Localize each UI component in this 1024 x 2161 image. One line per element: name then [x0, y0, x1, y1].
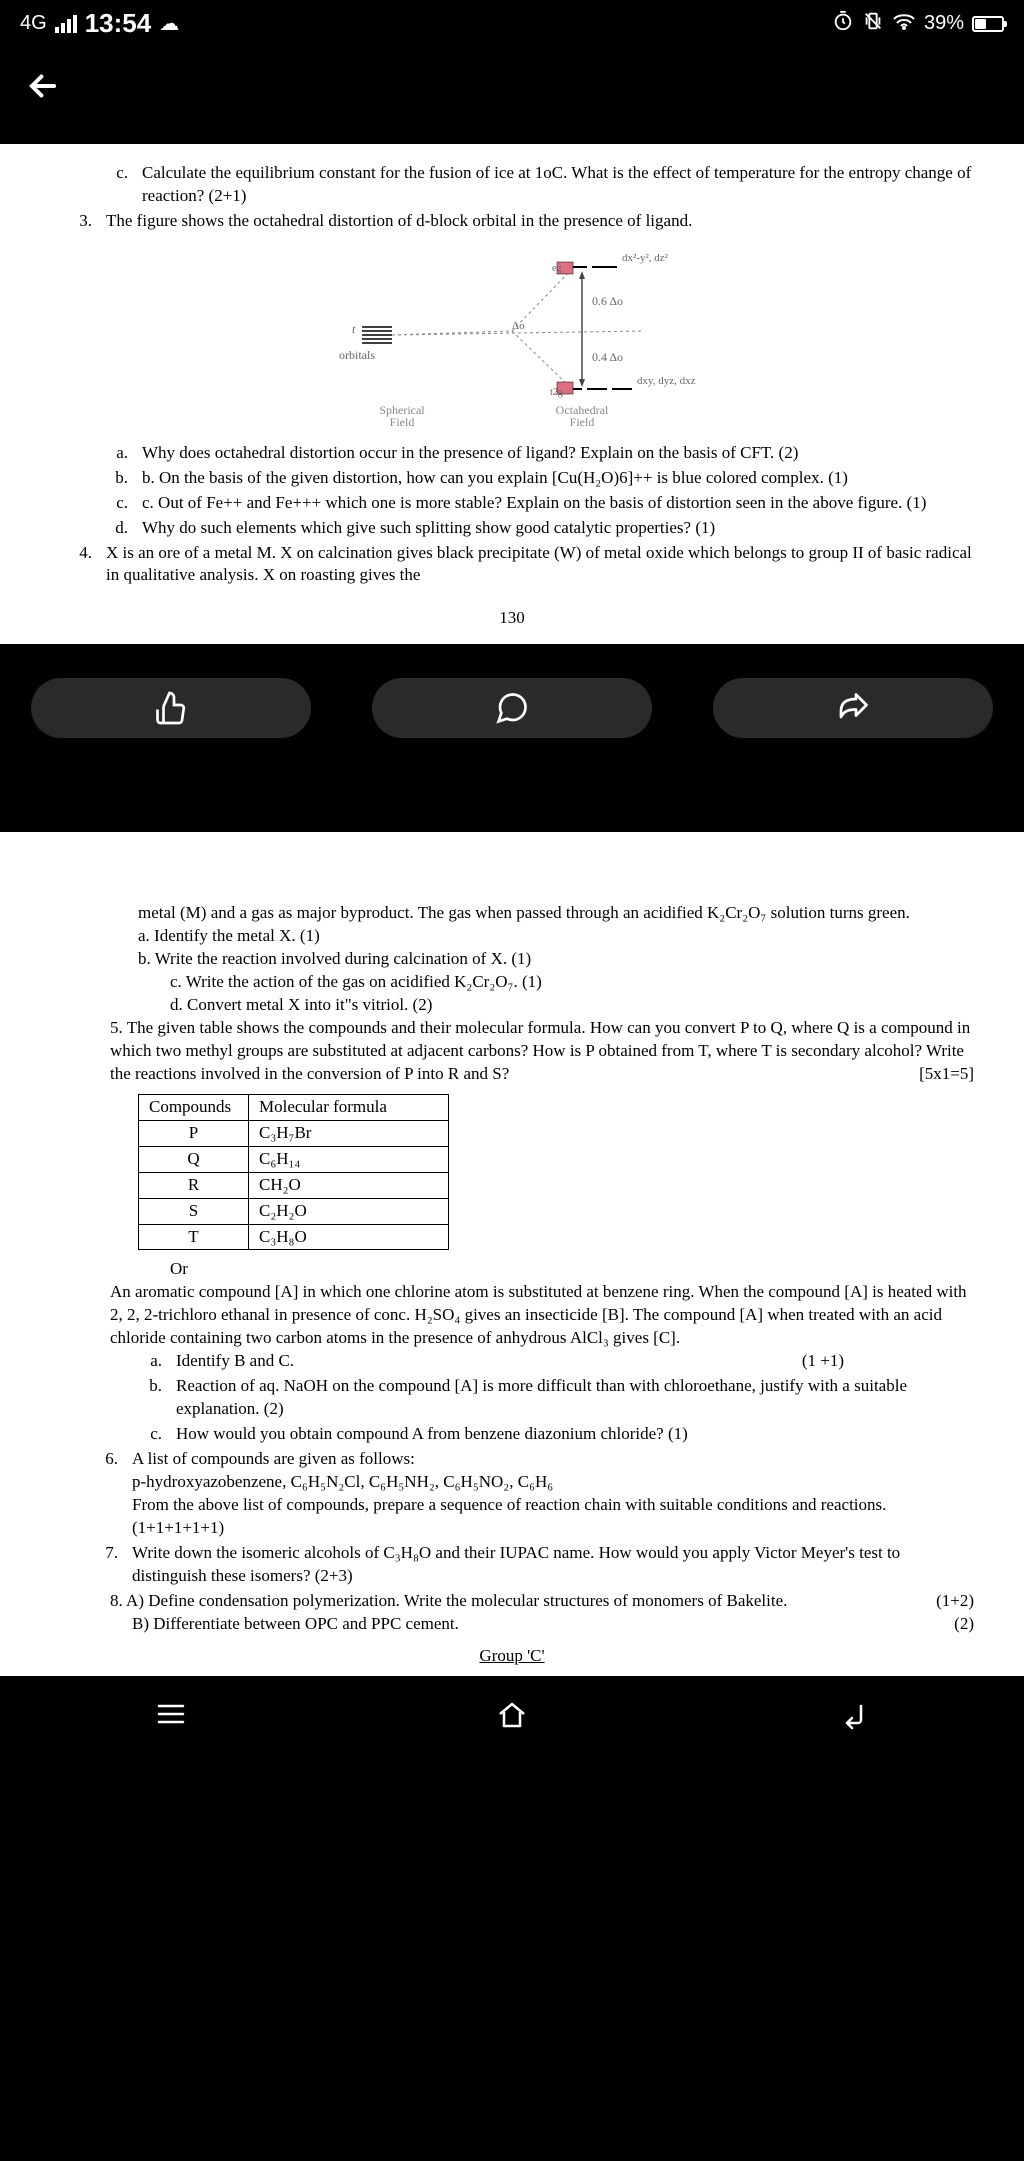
svg-text:t2g: t2g: [550, 387, 563, 398]
document-page-2: metal (M) and a gas as major byproduct. …: [0, 832, 1024, 1676]
q5-text: 5. The given table shows the compounds a…: [110, 1018, 970, 1083]
home-button[interactable]: [494, 1698, 530, 1735]
clock-label: 13:54: [85, 8, 152, 39]
question-4-text: X is an ore of a metal M. X on calcinati…: [106, 542, 974, 588]
marker-or-c: c.: [140, 1423, 176, 1446]
system-nav-bar: [0, 1676, 1024, 1757]
svg-text:dx²-y², dz²: dx²-y², dz²: [622, 252, 669, 264]
q4d-text: d. Convert metal X into it"s vitriol. (2…: [50, 994, 974, 1017]
timer-icon: [832, 10, 854, 38]
marker-6: 6.: [96, 1448, 132, 1540]
table-row: PC₃H₇Br: [139, 1120, 449, 1146]
or-label: Or: [50, 1258, 974, 1281]
marker-7: 7.: [96, 1542, 132, 1588]
q8b-marks: (2): [954, 1613, 974, 1636]
svg-text:Field: Field: [390, 415, 415, 429]
question-3a-text: Why does octahedral distortion occur in …: [142, 442, 974, 465]
orbital-diagram: t orbitals eg dx²-y², dz² t2g: [50, 239, 974, 436]
svg-text:0.6 Δo: 0.6 Δo: [592, 294, 623, 308]
marker-3c: c.: [106, 492, 142, 515]
table-row: SC₂H₂O: [139, 1198, 449, 1224]
table-row: TC₃H₈O: [139, 1224, 449, 1250]
q4c-text: c. Write the action of the gas on acidif…: [50, 971, 974, 994]
marker-3: 3.: [50, 210, 106, 233]
document-page-1: c. Calculate the equilibrium constant fo…: [0, 144, 1024, 644]
q4-continuation: metal (M) and a gas as major byproduct. …: [50, 902, 974, 925]
q8a-marks: (1+2): [936, 1590, 974, 1613]
question-3c-text: c. Out of Fe++ and Fe+++ which one is mo…: [142, 492, 974, 515]
q6-text: A list of compounds are given as follows…: [132, 1448, 974, 1540]
group-c-heading: Group 'C': [50, 1645, 974, 1668]
q8b-text: B) Differentiate between OPC and PPC cem…: [132, 1614, 459, 1633]
or-c-text: How would you obtain compound A from ben…: [176, 1423, 974, 1446]
or-a-marks: (1 +1): [802, 1350, 974, 1373]
status-bar: 4G 13:54 ☁ 39%: [0, 0, 1024, 47]
q7-text: Write down the isomeric alcohols of C₃H₈…: [132, 1542, 974, 1588]
vibrate-icon: [862, 10, 884, 38]
wifi-icon: [892, 11, 916, 37]
marker-c: c.: [106, 162, 142, 208]
table-row: RCH₂O: [139, 1172, 449, 1198]
marker-or-b: b.: [140, 1375, 176, 1421]
status-left: 4G 13:54 ☁: [20, 8, 179, 39]
q8a-text: 8. A) Define condensation polymerization…: [110, 1591, 787, 1610]
signal-icon: [55, 15, 77, 33]
table-header-formula: Molecular formula: [249, 1094, 449, 1120]
question-3d-text: Why do such elements which give such spl…: [142, 517, 974, 540]
social-action-bar: [0, 644, 1024, 772]
app-nav-bar: [0, 47, 1024, 144]
q4a-text: a. Identify the metal X. (1): [50, 925, 974, 948]
question-3b-text: b. On the basis of the given distortion,…: [142, 467, 974, 490]
marker-3b: b.: [106, 467, 142, 490]
question-c-text: Calculate the equilibrium constant for t…: [142, 162, 974, 208]
svg-text:orbitals: orbitals: [339, 348, 375, 362]
or-b-text: Reaction of aq. NaOH on the compound [A]…: [176, 1375, 974, 1421]
question-3-text: The figure shows the octahedral distorti…: [106, 210, 974, 233]
recent-apps-button[interactable]: [153, 1700, 189, 1733]
page-number-1: 130: [50, 607, 974, 630]
svg-text:Δo: Δo: [512, 320, 525, 332]
status-right: 39%: [832, 10, 1004, 38]
marker-3a: a.: [106, 442, 142, 465]
cloud-icon: ☁: [159, 11, 179, 36]
marker-or-a: a.: [140, 1350, 176, 1373]
table-row: QC₆H₁₄: [139, 1146, 449, 1172]
like-button[interactable]: [31, 678, 311, 738]
table-header-compounds: Compounds: [139, 1094, 249, 1120]
q5-marks: [5x1=5]: [919, 1063, 974, 1086]
network-label: 4G: [20, 12, 47, 35]
back-button[interactable]: [24, 72, 62, 113]
svg-text:Field: Field: [570, 415, 595, 429]
svg-text:t: t: [352, 322, 356, 336]
comment-button[interactable]: [372, 678, 652, 738]
svg-text:eg: eg: [552, 263, 561, 274]
svg-text:0.4 Δo: 0.4 Δo: [592, 350, 623, 364]
back-nav-button[interactable]: [835, 1698, 871, 1735]
share-button[interactable]: [713, 678, 993, 738]
marker-3d: d.: [106, 517, 142, 540]
compounds-table: Compounds Molecular formula PC₃H₇Br QC₆H…: [138, 1094, 449, 1251]
marker-4: 4.: [50, 542, 106, 588]
or-a-text: Identify B and C. (1 +1): [176, 1350, 974, 1373]
battery-pct: 39%: [924, 12, 964, 35]
svg-text:dxy, dyz, dxz: dxy, dyz, dxz: [637, 375, 696, 387]
or-text: An aromatic compound [A] in which one ch…: [50, 1281, 974, 1350]
q4b-text: b. Write the reaction involved during ca…: [50, 948, 974, 971]
battery-icon: [972, 16, 1004, 32]
page-gap: [0, 772, 1024, 832]
